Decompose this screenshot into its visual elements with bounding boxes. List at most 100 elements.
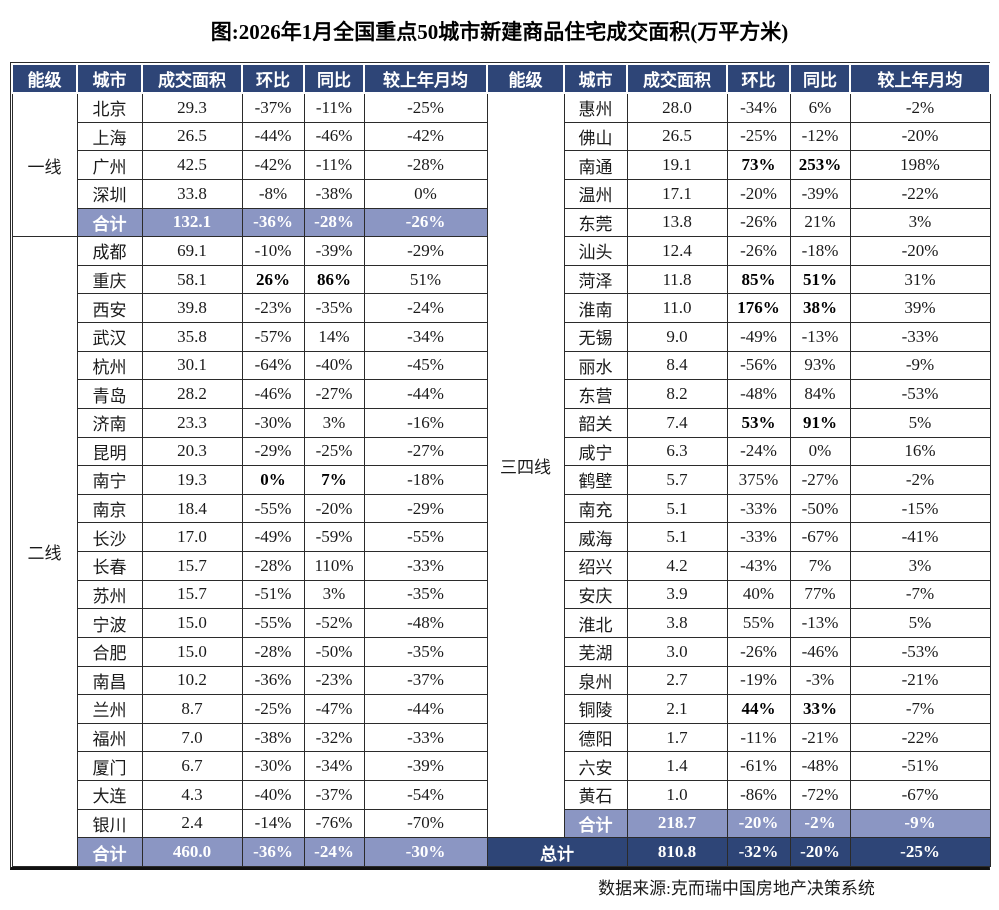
- mom-cell: -28%: [241, 551, 305, 581]
- vs-avg-cell: -15%: [849, 493, 991, 524]
- city-cell: 青岛: [76, 379, 143, 409]
- mom-cell: -51%: [241, 579, 305, 610]
- column-header-right-1: 城市: [563, 63, 628, 94]
- area-cell: 1.4: [626, 751, 728, 782]
- area-cell: 9.0: [626, 322, 728, 352]
- city-cell: 深圳: [76, 178, 143, 209]
- yoy-cell: -50%: [789, 493, 851, 524]
- yoy-cell: 0%: [789, 436, 851, 467]
- vs-avg-cell: -29%: [363, 236, 488, 266]
- mom-cell: -10%: [241, 236, 305, 266]
- table-row: 合计 460.0 -36% -24% -30% 总计 810.8 -32% -20% -25%: [12, 837, 991, 867]
- city-cell: 东莞: [563, 207, 628, 238]
- city-cell: 惠州: [563, 92, 628, 123]
- mom-cell: -14%: [241, 808, 305, 839]
- mom-cell: -26%: [726, 207, 791, 238]
- city-cell: 南京: [76, 493, 143, 524]
- yoy-cell: -13%: [789, 608, 851, 638]
- area-cell: 3.9: [626, 579, 728, 610]
- area-cell: 17.0: [141, 522, 243, 553]
- yoy-cell: 3%: [303, 407, 365, 438]
- yoy-cell: 3%: [303, 579, 365, 610]
- subtotal-yoy-cell: -2%: [789, 808, 851, 839]
- city-cell: 韶关: [563, 407, 628, 438]
- mom-cell: 40%: [726, 579, 791, 610]
- mom-cell: -43%: [726, 551, 791, 581]
- vs-avg-cell: -51%: [849, 751, 991, 782]
- yoy-cell: -13%: [789, 322, 851, 352]
- city-cell: 铜陵: [563, 694, 628, 724]
- mom-cell: -33%: [726, 522, 791, 553]
- mom-cell: -55%: [241, 493, 305, 524]
- table-row: 一线 北京 29.3 -37% -11% -25% 三四线 惠州 28.0 -34% 6% -2%: [11, 92, 991, 839]
- yoy-cell: -27%: [789, 465, 851, 495]
- city-cell: 温州: [563, 178, 628, 209]
- city-cell: 北京: [76, 92, 143, 123]
- total-mom-cell: -32%: [726, 837, 791, 867]
- yoy-cell: -27%: [303, 379, 365, 409]
- vs-avg-cell: -53%: [849, 379, 991, 409]
- area-cell: 1.7: [626, 722, 728, 753]
- city-cell: 兰州: [76, 694, 143, 724]
- city-cell: 淮南: [563, 293, 628, 324]
- mom-cell: -64%: [241, 350, 305, 381]
- city-cell: 安庆: [563, 579, 628, 610]
- table-row: 广州 42.5 -42% -11% -28% 南通 19.1 73% 253% 198%: [12, 150, 991, 180]
- area-cell: 15.0: [141, 608, 243, 638]
- subtotal-vs-avg-cell: -30%: [363, 837, 488, 867]
- table-row: 西安 39.8 -23% -35% -24% 淮南 11.0 176% 38% 39%: [12, 293, 991, 324]
- table-row: 南宁 19.3 0% 7% -18% 鹤壁 5.7 375% -27% -2%: [12, 465, 991, 495]
- table-row: 合计 132.1 -36% -28% -26% 东莞 13.8 -26% 21% 3%: [12, 207, 991, 238]
- city-cell: 威海: [563, 522, 628, 553]
- yoy-cell: -48%: [789, 751, 851, 782]
- mom-cell: -24%: [726, 436, 791, 467]
- area-cell: 35.8: [141, 322, 243, 352]
- subtotal-yoy-cell: -24%: [303, 837, 365, 867]
- mom-cell: -25%: [726, 121, 791, 152]
- area-cell: 29.3: [141, 92, 243, 123]
- city-cell: 南充: [563, 493, 628, 524]
- vs-avg-cell: -16%: [363, 407, 488, 438]
- yoy-cell: -3%: [789, 665, 851, 696]
- subtotal-label-cell: 合计: [76, 207, 143, 238]
- column-header-left-1: 城市: [76, 63, 143, 94]
- city-cell: 鹤壁: [563, 465, 628, 495]
- mom-cell: 85%: [726, 264, 791, 295]
- mom-cell: -30%: [241, 751, 305, 782]
- table-row: 宁波 15.0 -55% -52% -48% 淮北 3.8 55% -13% 5%: [12, 608, 991, 638]
- vs-avg-cell: -9%: [849, 350, 991, 381]
- yoy-cell: 77%: [789, 579, 851, 610]
- subtotal-label-cell: 合计: [76, 837, 143, 867]
- vs-avg-cell: -55%: [363, 522, 488, 553]
- mom-cell: -8%: [241, 178, 305, 209]
- mom-cell: -19%: [726, 665, 791, 696]
- yoy-cell: 86%: [303, 264, 365, 295]
- city-cell: 合肥: [76, 636, 143, 667]
- area-cell: 69.1: [141, 236, 243, 266]
- yoy-cell: -12%: [789, 121, 851, 152]
- area-cell: 6.3: [626, 436, 728, 467]
- yoy-cell: -40%: [303, 350, 365, 381]
- vs-avg-cell: -29%: [363, 493, 488, 524]
- mom-cell: -46%: [241, 379, 305, 409]
- subtotal-mom-cell: -36%: [241, 207, 305, 238]
- area-cell: 2.7: [626, 665, 728, 696]
- city-cell: 佛山: [563, 121, 628, 152]
- city-cell: 武汉: [76, 322, 143, 352]
- table-row: 兰州 8.7 -25% -47% -44% 铜陵 2.1 44% 33% -7%: [12, 694, 991, 724]
- mom-cell: 26%: [241, 264, 305, 295]
- area-cell: 7.4: [626, 407, 728, 438]
- column-header-left-5: 较上年月均: [363, 63, 488, 94]
- subtotal-yoy-cell: -28%: [303, 207, 365, 238]
- subtotal-vs-avg-cell: -26%: [363, 207, 488, 238]
- mom-cell: -49%: [726, 322, 791, 352]
- yoy-cell: -67%: [789, 522, 851, 553]
- yoy-cell: -46%: [303, 121, 365, 152]
- area-cell: 30.1: [141, 350, 243, 381]
- yoy-cell: -32%: [303, 722, 365, 753]
- yoy-cell: 93%: [789, 350, 851, 381]
- mom-cell: -61%: [726, 751, 791, 782]
- yoy-cell: 6%: [789, 92, 851, 123]
- yoy-cell: 84%: [789, 379, 851, 409]
- yoy-cell: -50%: [303, 636, 365, 667]
